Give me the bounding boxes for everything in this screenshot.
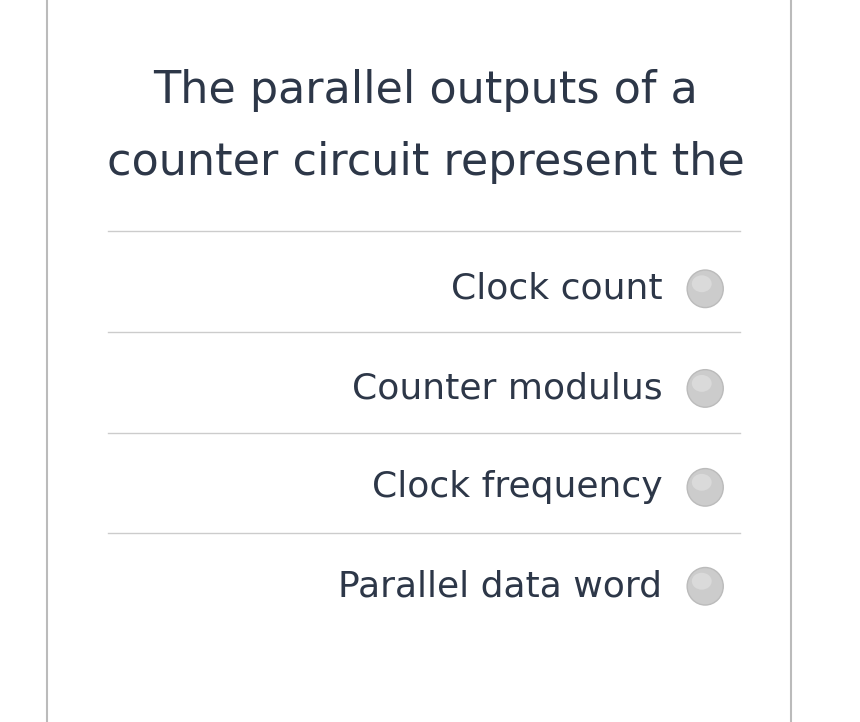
Ellipse shape: [691, 375, 712, 392]
Ellipse shape: [687, 370, 723, 407]
Text: counter circuit represent the: counter circuit represent the: [107, 141, 745, 184]
Ellipse shape: [691, 474, 712, 491]
Text: Clock count: Clock count: [451, 271, 662, 306]
Text: Clock frequency: Clock frequency: [372, 470, 662, 505]
Ellipse shape: [687, 270, 723, 308]
Ellipse shape: [691, 275, 712, 292]
Ellipse shape: [691, 573, 712, 590]
Ellipse shape: [687, 469, 723, 506]
Text: The parallel outputs of a: The parallel outputs of a: [153, 69, 698, 112]
Text: Counter modulus: Counter modulus: [352, 371, 662, 406]
Text: Parallel data word: Parallel data word: [338, 569, 662, 604]
Ellipse shape: [687, 567, 723, 605]
